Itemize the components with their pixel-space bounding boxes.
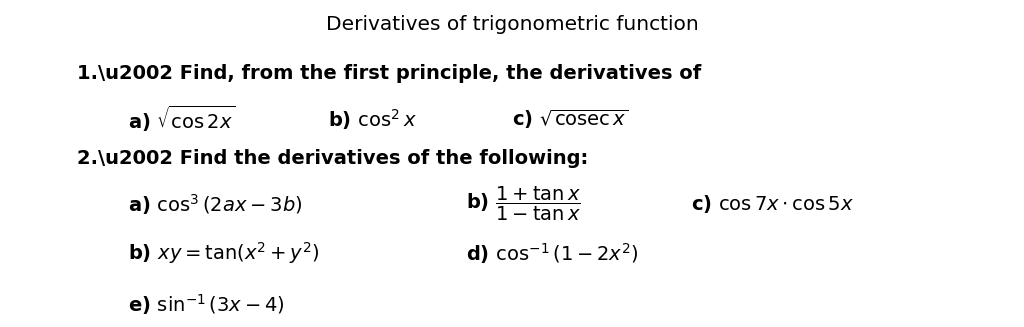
Text: b) $xy = \tan(x^2 + y^2)$: b) $xy = \tan(x^2 + y^2)$ <box>128 240 319 267</box>
Text: c) $\cos 7x \cdot \cos 5x$: c) $\cos 7x \cdot \cos 5x$ <box>691 193 854 215</box>
Text: d) $\cos^{-1}(1 - 2x^2)$: d) $\cos^{-1}(1 - 2x^2)$ <box>466 241 638 266</box>
Text: a) $\cos^3(2ax - 3b)$: a) $\cos^3(2ax - 3b)$ <box>128 192 302 217</box>
Text: e) $\sin^{-1}(3x - 4)$: e) $\sin^{-1}(3x - 4)$ <box>128 292 285 317</box>
Text: 2.\u2002 Find the derivatives of the following:: 2.\u2002 Find the derivatives of the fol… <box>77 149 588 168</box>
Text: c) $\sqrt{\mathrm{cosec}\,x}$: c) $\sqrt{\mathrm{cosec}\,x}$ <box>512 108 629 131</box>
Text: a) $\sqrt{\cos 2x}$: a) $\sqrt{\cos 2x}$ <box>128 104 236 134</box>
Text: 1.\u2002 Find, from the first principle, the derivatives of: 1.\u2002 Find, from the first principle,… <box>77 64 701 83</box>
Text: b) $\dfrac{1+\tan x}{1-\tan x}$: b) $\dfrac{1+\tan x}{1-\tan x}$ <box>466 185 581 223</box>
Text: Derivatives of trigonometric function: Derivatives of trigonometric function <box>326 15 698 34</box>
Text: b) $\cos^2 x$: b) $\cos^2 x$ <box>328 107 417 132</box>
